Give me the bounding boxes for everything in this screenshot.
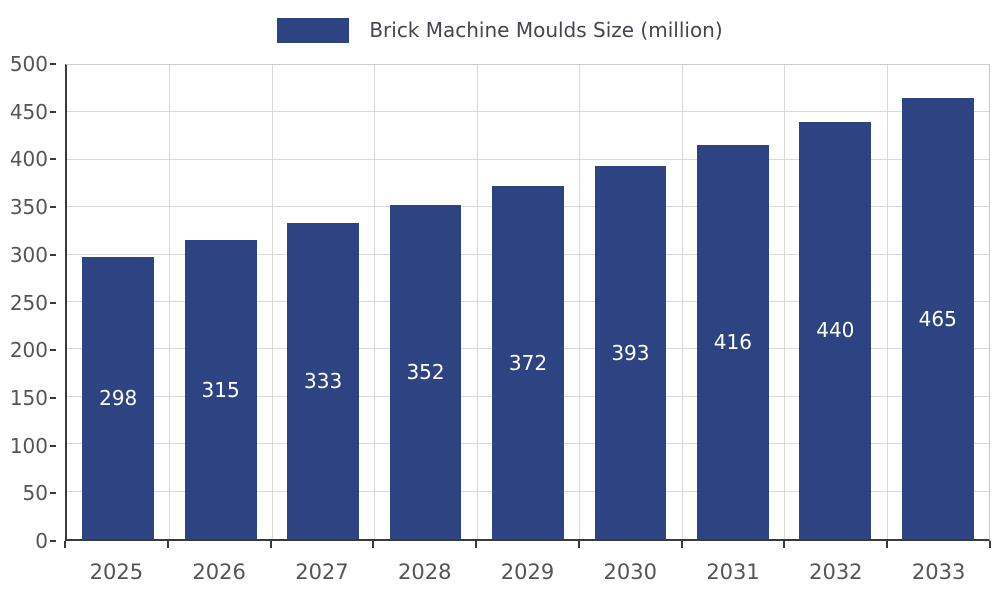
- y-tick-mark: [50, 253, 56, 256]
- x-tick-label: 2029: [500, 560, 555, 584]
- v-gridline: [579, 65, 581, 539]
- x-tick-mark: [166, 541, 169, 548]
- y-tick-label: 300: [9, 242, 48, 267]
- x-tick-label: 2031: [706, 560, 760, 584]
- y-tick-label: 400: [9, 147, 48, 172]
- y-tick-mark: [50, 63, 56, 65]
- plot-area: 298 315 333 352 372 393 416 440 465: [65, 64, 990, 541]
- v-gridline: [374, 65, 376, 539]
- x-tick-label: 2026: [192, 560, 246, 584]
- legend-swatch-icon: [277, 17, 350, 43]
- v-gridline: [681, 65, 683, 539]
- bar-value-label: 372: [508, 350, 548, 375]
- v-gridline: [169, 65, 171, 539]
- y-tick-label: 100: [9, 433, 48, 458]
- h-gridline: [67, 111, 989, 113]
- y-tick-mark: [50, 349, 56, 352]
- x-tick-mark: [577, 541, 580, 548]
- bar-value-label: 440: [816, 318, 855, 343]
- legend-label: Brick Machine Moulds Size (million): [369, 18, 723, 42]
- bar-2031: 416: [697, 144, 769, 539]
- y-tick-label: 350: [9, 195, 48, 220]
- x-tick-label: 2032: [809, 560, 863, 584]
- bar-2026: 315: [184, 240, 257, 539]
- v-gridline: [476, 65, 478, 539]
- bar-value-label: 333: [304, 369, 343, 394]
- y-tick-label: 50: [22, 481, 48, 506]
- x-tick-label: 2028: [397, 560, 452, 584]
- bar-value-label: 315: [201, 377, 240, 402]
- bar-2032: 440: [799, 121, 872, 539]
- y-axis-labels: 0 50 100 150 200 250 300 350 400 450 500: [0, 52, 56, 553]
- h-gridline: [67, 158, 989, 160]
- x-tick-label: 2025: [89, 560, 144, 584]
- y-tick-mark: [50, 110, 56, 113]
- v-gridline: [271, 65, 273, 539]
- bar-2025: 298: [82, 256, 155, 539]
- x-tick-mark: [64, 541, 66, 548]
- y-tick-mark: [50, 444, 56, 447]
- y-tick-mark: [50, 540, 56, 542]
- x-tick-mark: [680, 541, 683, 548]
- y-tick-label: 250: [9, 290, 48, 315]
- x-tick-mark: [989, 541, 991, 548]
- y-tick-label: 150: [9, 385, 48, 410]
- bar-2033: 465: [901, 98, 974, 539]
- bar-value-label: 393: [611, 340, 650, 365]
- bar-value-label: 416: [713, 329, 752, 354]
- bar-2027: 333: [287, 223, 359, 539]
- bar-value-label: 298: [99, 385, 138, 410]
- y-tick-mark: [50, 158, 56, 161]
- y-tick-mark: [50, 492, 56, 495]
- v-gridline: [886, 65, 888, 539]
- y-tick-mark: [50, 396, 56, 399]
- bar-2030: 393: [594, 166, 667, 539]
- bar-value-label: 465: [918, 306, 957, 331]
- x-axis-labels: 2025 2026 2027 2028 2029 2030 2031 2032 2033: [64, 541, 991, 590]
- x-tick-mark: [269, 541, 272, 548]
- x-tick-mark: [372, 541, 375, 548]
- bar-2028: 352: [389, 205, 462, 539]
- x-tick-label: 2030: [603, 560, 657, 584]
- y-tick-label: 200: [9, 338, 48, 363]
- y-tick-mark: [50, 301, 56, 304]
- y-tick-label: 450: [9, 99, 48, 124]
- x-tick-label: 2033: [911, 560, 966, 584]
- y-tick-mark: [50, 206, 56, 209]
- x-tick-mark: [475, 541, 478, 548]
- y-tick-label: 0: [35, 529, 48, 553]
- chart-legend[interactable]: Brick Machine Moulds Size (million): [0, 16, 1000, 44]
- y-tick-label: 500: [9, 52, 48, 76]
- x-tick-label: 2027: [295, 560, 349, 584]
- bar-value-label: 352: [406, 360, 445, 385]
- v-gridline: [784, 65, 786, 539]
- x-tick-mark: [886, 541, 889, 548]
- x-tick-mark: [783, 541, 786, 548]
- bar-2029: 372: [492, 186, 564, 539]
